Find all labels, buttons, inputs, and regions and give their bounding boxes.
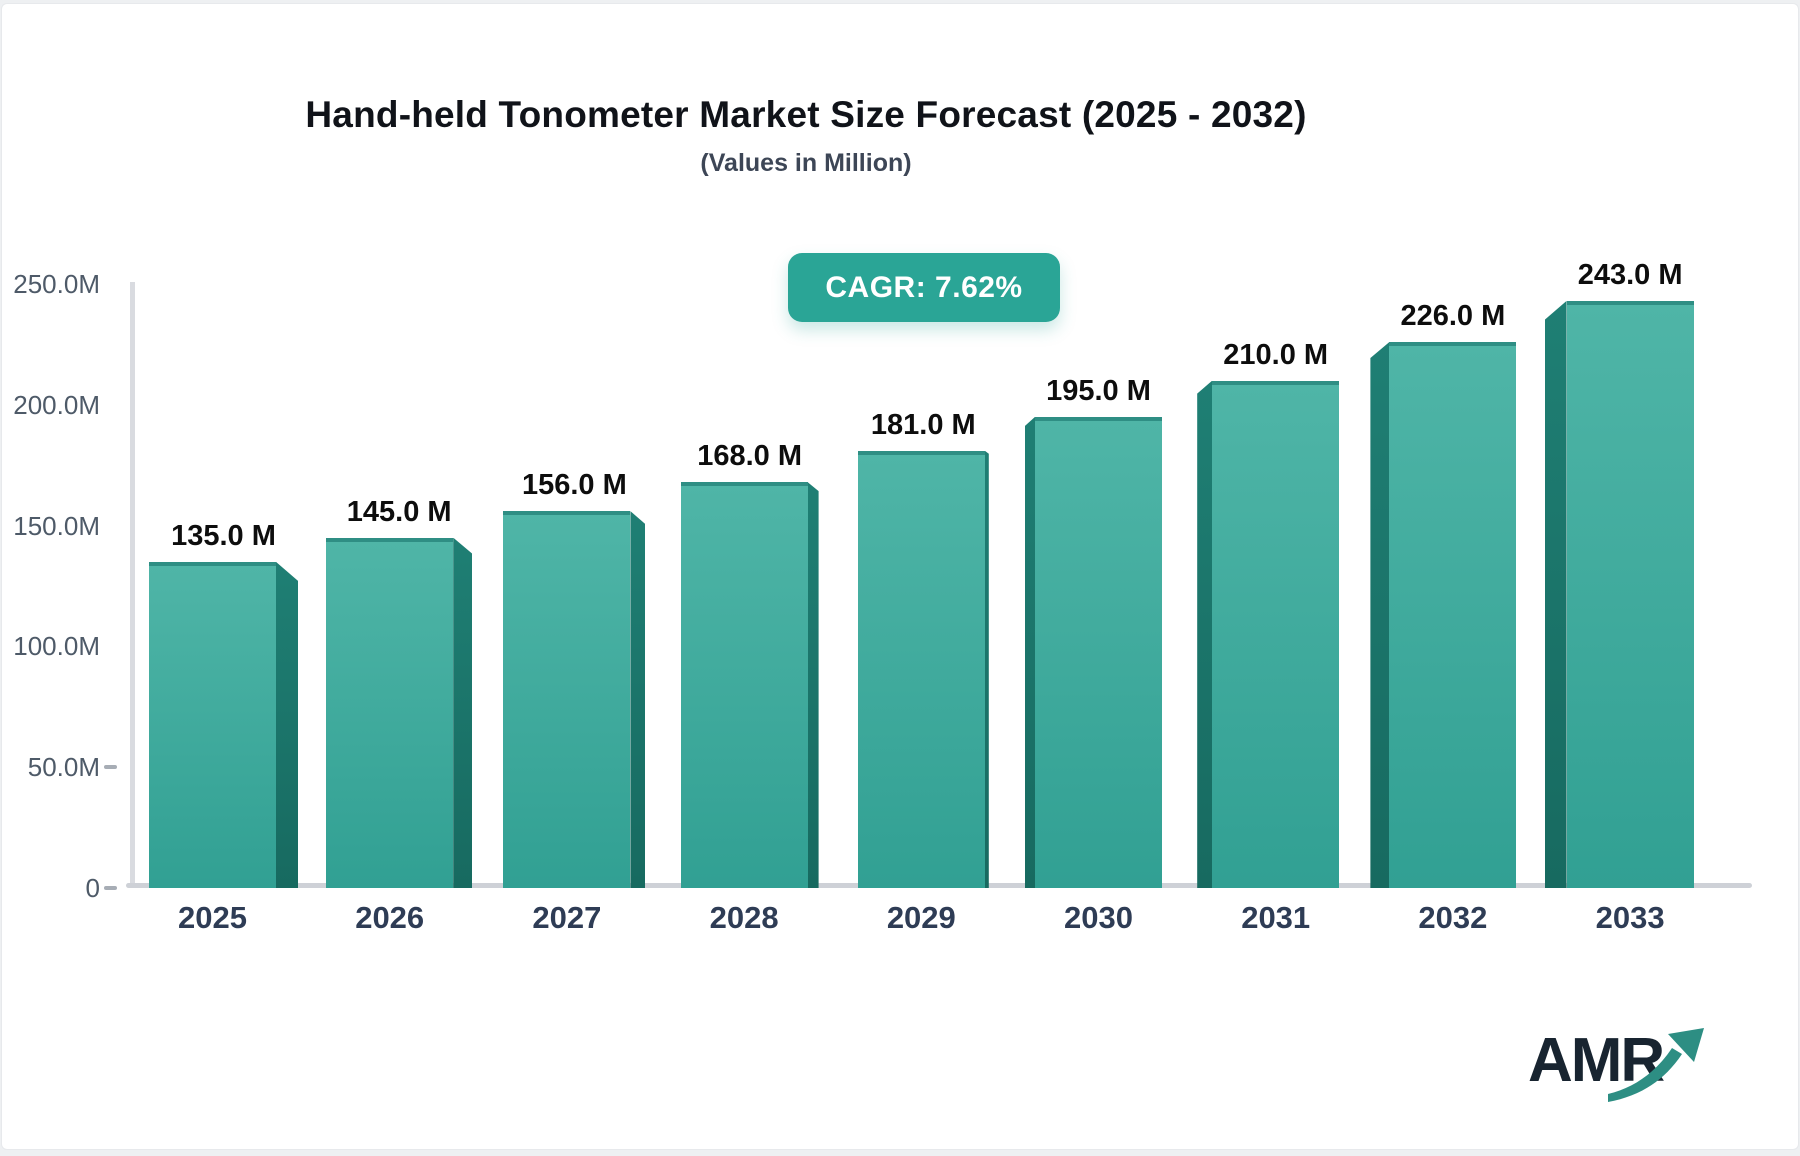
x-tick-label-2033: 2033 xyxy=(1595,900,1665,935)
chart-title: Hand-held Tonometer Market Size Forecast… xyxy=(305,94,1307,135)
x-tick-label-2027: 2027 xyxy=(532,900,602,935)
bar-2028 xyxy=(680,482,819,888)
value-label-2027: 156.0 M xyxy=(521,469,627,502)
chart-header: Hand-held Tonometer Market Size Forecast… xyxy=(0,94,1612,178)
y-tick-mark-0 xyxy=(104,886,117,890)
bar-face-2025 xyxy=(149,561,276,888)
bar-3d-side-2028 xyxy=(807,482,819,888)
y-tick-mark-50 xyxy=(104,765,117,770)
value-label-2028: 168.0 M xyxy=(697,440,802,473)
value-label-2029: 181.0 M xyxy=(870,408,976,441)
y-tick-label-150: 150.0M xyxy=(13,510,100,541)
bar-face-2031 xyxy=(1212,380,1340,888)
bar-3d-side-2026 xyxy=(453,537,473,888)
chart-subtitle: (Values in Million) xyxy=(700,149,912,177)
bar-2026 xyxy=(326,537,473,888)
y-tick-label-100: 100.0M xyxy=(13,631,100,662)
value-label-2026: 145.0 M xyxy=(346,495,452,528)
x-tick-label-2032: 2032 xyxy=(1418,900,1488,935)
growth-arrow-icon xyxy=(1608,1028,1704,1102)
bar-3d-side-2027 xyxy=(630,511,646,888)
bar-face-2026 xyxy=(326,537,454,888)
bar-face-2030 xyxy=(1035,416,1162,888)
x-tick-label-2029: 2029 xyxy=(886,900,956,935)
y-tick-label-250: 250.0M xyxy=(13,269,100,299)
bar-3d-side-2030 xyxy=(1025,416,1035,888)
bar-3d-side-2032 xyxy=(1370,341,1390,888)
x-tick-label-2028: 2028 xyxy=(709,900,779,935)
bar-face-2027 xyxy=(503,511,631,888)
y-tick-label-50: 50.0M xyxy=(27,752,100,783)
value-label-2025: 135.0 M xyxy=(171,519,276,552)
x-tick-label-2026: 2026 xyxy=(355,900,425,935)
bar-3d-side-2025 xyxy=(276,561,298,888)
bar-2033 xyxy=(1544,300,1694,888)
y-tick-label-200: 200.0M xyxy=(13,389,100,420)
bar-face-2029 xyxy=(857,450,985,888)
bar-3d-side-2033 xyxy=(1544,300,1567,888)
value-label-2031: 210.0 M xyxy=(1223,338,1329,371)
value-label-2033: 243.0 M xyxy=(1577,258,1683,291)
bar-2032 xyxy=(1370,341,1517,888)
cagr-badge-label: CAGR: 7.62% xyxy=(825,270,1023,304)
x-tick-label-2025: 2025 xyxy=(178,900,247,935)
value-label-2030: 195.0 M xyxy=(1046,374,1151,407)
bar-2030 xyxy=(1025,416,1162,888)
bar-3d-side-2031 xyxy=(1197,380,1213,888)
x-tick-label-2031: 2031 xyxy=(1241,900,1311,935)
x-tick-label-2030: 2030 xyxy=(1064,900,1133,935)
bar-3d-side-2029 xyxy=(984,450,989,888)
bar-2027 xyxy=(503,511,646,888)
bar-2025 xyxy=(149,561,298,888)
bar-2031 xyxy=(1197,380,1340,888)
cagr-badge: CAGR: 7.62% xyxy=(788,253,1060,322)
y-tick-label-0: 0 xyxy=(85,873,100,903)
bar-face-2033 xyxy=(1566,300,1694,888)
bar-face-2028 xyxy=(680,482,808,888)
y-axis-line xyxy=(130,282,135,888)
value-label-2032: 226.0 M xyxy=(1400,299,1506,332)
amr-logo: AMR xyxy=(1528,1028,1728,1120)
bar-face-2032 xyxy=(1389,341,1517,888)
bar-2029 xyxy=(857,450,989,888)
